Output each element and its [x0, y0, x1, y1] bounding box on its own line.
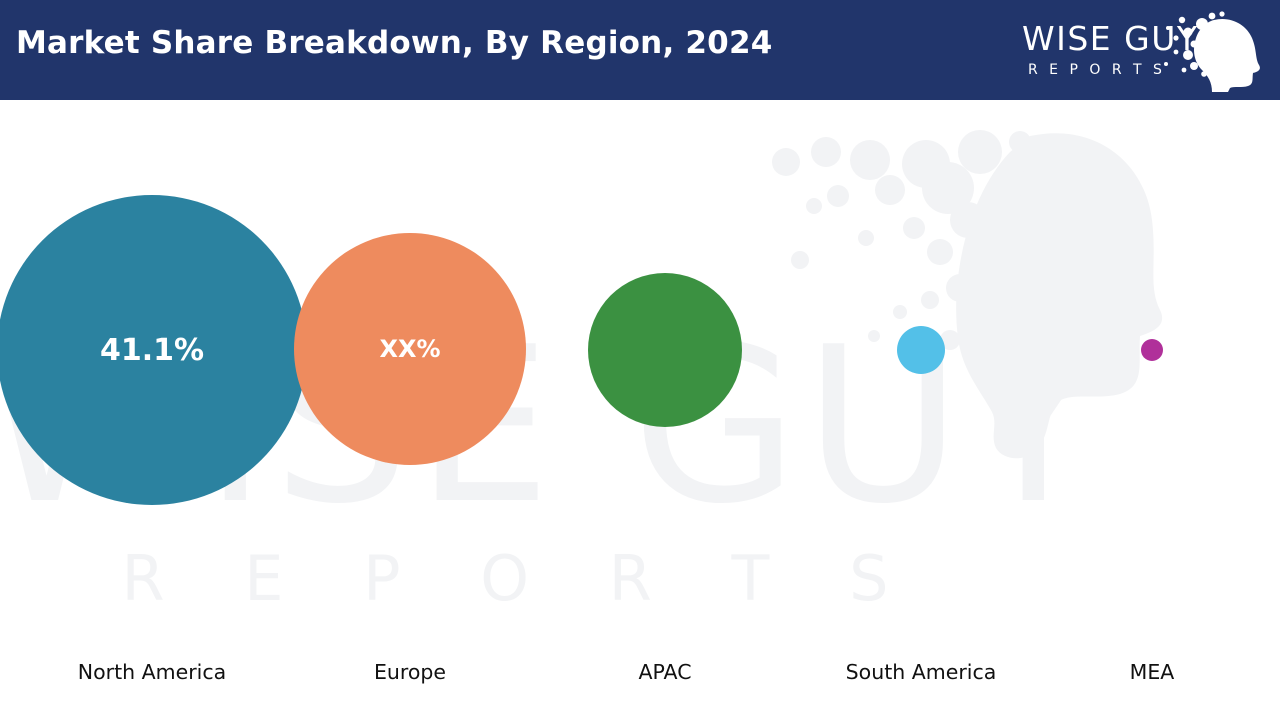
- category-axis: North America Europe APAC South America …: [0, 660, 1280, 720]
- bubble-label-europe: XX%: [379, 335, 441, 363]
- axis-label-south-america: South America: [845, 660, 997, 684]
- axis-label-apac: APAC: [638, 660, 692, 684]
- head-profile-icon: [1164, 11, 1260, 92]
- axis-label-europe: Europe: [373, 660, 447, 684]
- bubble-apac[interactable]: [588, 273, 742, 427]
- bubble-south-america[interactable]: [897, 326, 945, 374]
- bubble-label-north-america: 41.1%: [99, 332, 205, 368]
- bubble-north-america[interactable]: 41.1%: [0, 195, 307, 505]
- logo-wordmark-primary: WISE GUY: [1022, 19, 1199, 58]
- chart-plot-area: WISE GUY R E P O R T S: [0, 100, 1280, 720]
- bubble-mea[interactable]: [1141, 339, 1163, 361]
- wise-guy-reports-logo: WISE GUY R E P O R T S: [1016, 8, 1266, 92]
- page-title: Market Share Breakdown, By Region, 2024: [16, 25, 773, 61]
- chart-header: Market Share Breakdown, By Region, 2024 …: [0, 0, 1280, 100]
- logo-svg: WISE GUY R E P O R T S: [1022, 11, 1260, 92]
- bubble-series: 41.1% XX%: [0, 100, 1280, 720]
- axis-label-mea: MEA: [1129, 660, 1175, 684]
- bubble-europe[interactable]: XX%: [294, 233, 526, 465]
- logo-wordmark-secondary: R E P O R T S: [1028, 62, 1165, 78]
- axis-label-north-america: North America: [77, 660, 227, 684]
